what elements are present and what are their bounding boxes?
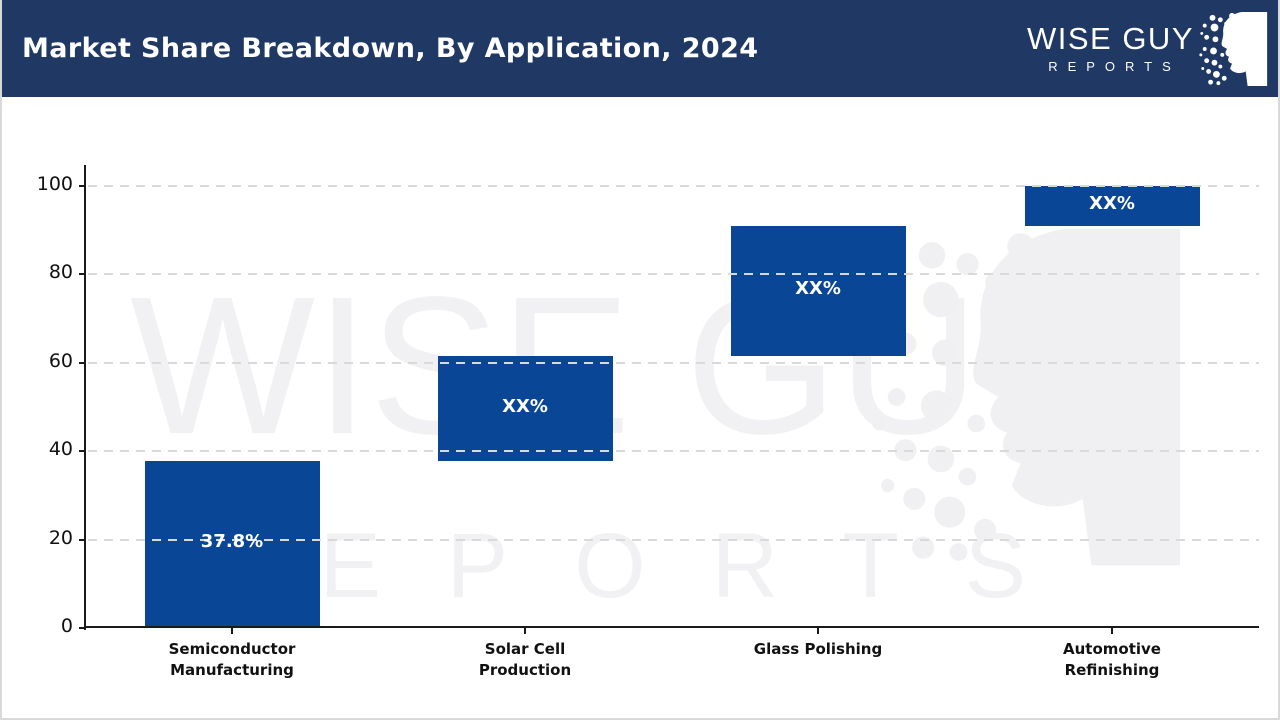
y-axis-line — [84, 165, 86, 630]
gridline — [88, 273, 1259, 276]
logo-subtext: REPORTS — [1048, 58, 1181, 74]
y-tick-label: 0 — [60, 615, 73, 637]
bar-segment — [144, 460, 320, 628]
x-category-line: Semiconductor — [168, 640, 296, 658]
logo-head-icon — [1199, 11, 1268, 86]
header-bar: Market Share Breakdown, By Application, … — [2, 0, 1278, 97]
x-category-line: Production — [478, 661, 572, 680]
gridline — [88, 361, 1259, 364]
x-tick-mark — [524, 627, 526, 634]
x-category-line: Automotive — [1063, 640, 1161, 658]
x-tick-mark — [1111, 627, 1113, 634]
x-tick-mark — [231, 627, 233, 634]
bar-value-label: XX% — [795, 277, 841, 299]
x-category-line: Glass Polishing — [753, 640, 883, 658]
gridline — [88, 185, 1259, 187]
x-category-label: Glass Polishing — [703, 639, 933, 660]
x-category-line: Refinishing — [1064, 661, 1160, 680]
x-category-line: Manufacturing — [170, 661, 294, 680]
y-tick-label: 40 — [48, 438, 73, 461]
x-category-label: Solar Cell Production — [410, 639, 640, 682]
y-tick-mark — [79, 185, 86, 187]
bar-value-label: XX% — [502, 395, 548, 417]
y-tick-mark — [79, 450, 86, 453]
chart-title: Market Share Breakdown, By Application, … — [22, 33, 759, 64]
y-tick-mark — [79, 538, 86, 541]
x-tick-mark — [817, 627, 819, 634]
y-tick-mark — [79, 273, 86, 276]
x-axis-line — [84, 626, 1259, 628]
x-category-line: Solar Cell — [484, 640, 566, 658]
x-category-label: Automotive Refinishing — [997, 639, 1227, 682]
logo-text: WISE GUY REPORTS — [1027, 23, 1194, 74]
gridline — [88, 538, 1259, 541]
y-tick-label: 80 — [48, 261, 73, 284]
bar-value-label: XX% — [1089, 192, 1135, 214]
bar-segment — [437, 356, 613, 461]
gridline — [88, 450, 1259, 453]
watermark-subtext: REPORTS — [187, 515, 1093, 617]
logo-wordmark: WISE GUY — [1026, 21, 1194, 57]
y-tick-label: 100 — [36, 173, 73, 195]
bar-segment — [1024, 186, 1200, 226]
wise-guy-logo: WISE GUY REPORTS — [1027, 10, 1268, 88]
x-category-label: Semiconductor Manufacturing — [117, 639, 347, 682]
y-tick-mark — [79, 627, 86, 629]
y-tick-label: 20 — [48, 526, 73, 549]
bar-segment — [730, 225, 906, 357]
bar-value-label: 37.8% — [200, 531, 264, 553]
y-tick-mark — [79, 361, 86, 364]
y-tick-label: 60 — [48, 349, 73, 372]
